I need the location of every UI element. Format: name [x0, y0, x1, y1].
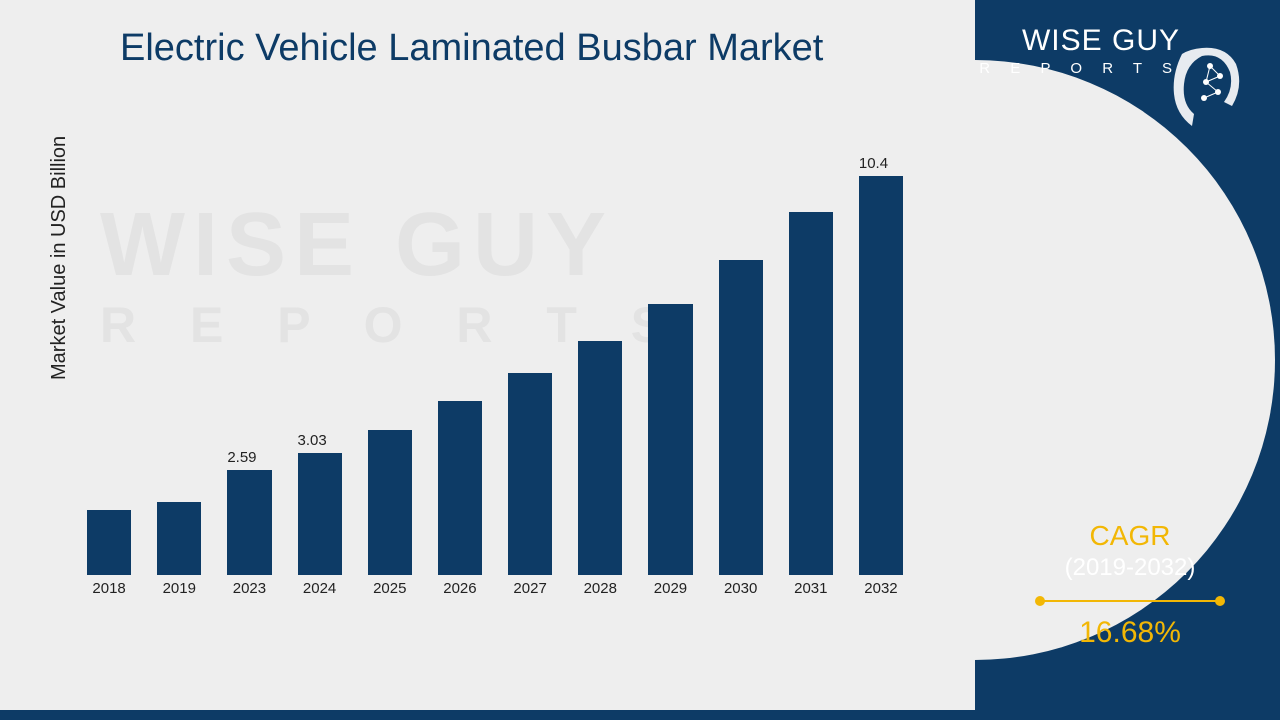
x-tick-label: 2029 [641, 580, 699, 597]
cagr-divider [1040, 600, 1220, 602]
cagr-range: (2019-2032) [1020, 554, 1240, 582]
x-tick-label: 2030 [712, 580, 770, 597]
bar-group: 3.03 [291, 155, 349, 575]
bar [648, 304, 692, 575]
bar [87, 510, 131, 575]
x-axis: 2018 2019 2023 2024 2025 2026 2027 2028 2029 2030… [80, 580, 910, 597]
head-network-icon [1162, 44, 1242, 134]
bar-chart: 2.59 3.03 10.4 [80, 155, 910, 575]
bottom-accent-bar [0, 710, 975, 720]
main-panel: WISE GUY R E P O R T S Electric Vehicle … [0, 0, 975, 710]
chart-title: Electric Vehicle Laminated Busbar Market [120, 28, 823, 70]
bar [508, 373, 552, 575]
cagr-value: 16.68% [1020, 616, 1240, 650]
bar [578, 341, 622, 575]
x-tick-label: 2028 [571, 580, 629, 597]
x-tick-label: 2032 [852, 580, 910, 597]
bar [298, 453, 342, 575]
bar [227, 470, 271, 575]
y-axis-label: Market Value in USD Billion [48, 136, 71, 380]
bar-value-label: 2.59 [227, 449, 271, 466]
brand-logo: WISE GUY R E P O R T S [979, 24, 1250, 77]
cagr-label: CAGR [1020, 520, 1240, 552]
bar [789, 212, 833, 575]
x-tick-label: 2024 [291, 580, 349, 597]
x-tick-label: 2026 [431, 580, 489, 597]
bar-value-label: 3.03 [298, 432, 342, 449]
bar-group [571, 155, 629, 575]
x-tick-label: 2019 [150, 580, 208, 597]
bar-group [431, 155, 489, 575]
bar-group: 2.59 [220, 155, 278, 575]
bar-group [712, 155, 770, 575]
x-tick-label: 2023 [220, 580, 278, 597]
logo-text-main: WISE GUY [979, 24, 1180, 58]
bar-group [782, 155, 840, 575]
x-tick-label: 2018 [80, 580, 138, 597]
bar-group [501, 155, 559, 575]
logo-text-sub: R E P O R T S [979, 60, 1180, 77]
bar-value-label: 10.4 [859, 155, 903, 172]
bar [438, 401, 482, 575]
bar [859, 176, 903, 575]
bar [368, 430, 412, 575]
bar-group [80, 155, 138, 575]
cagr-block: CAGR (2019-2032) 16.68% [1020, 520, 1240, 650]
bar-group [150, 155, 208, 575]
bar-group [361, 155, 419, 575]
bar [719, 260, 763, 575]
x-tick-label: 2025 [361, 580, 419, 597]
x-tick-label: 2027 [501, 580, 559, 597]
x-tick-label: 2031 [782, 580, 840, 597]
bar-group: 10.4 [852, 155, 910, 575]
bar [157, 502, 201, 575]
bar-group [641, 155, 699, 575]
